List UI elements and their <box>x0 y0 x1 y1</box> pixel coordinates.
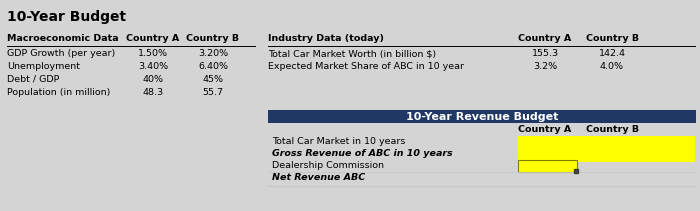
Text: 4.0%: 4.0% <box>600 62 624 71</box>
Text: 6.40%: 6.40% <box>198 62 228 71</box>
Text: Country B: Country B <box>585 125 638 134</box>
Text: 55.7: 55.7 <box>202 88 223 97</box>
Text: Macroeconomic Data: Macroeconomic Data <box>7 34 118 43</box>
Text: 142.4: 142.4 <box>598 49 626 58</box>
Text: Debt / GDP: Debt / GDP <box>7 75 60 84</box>
Text: 3.20%: 3.20% <box>198 49 228 58</box>
Bar <box>268 110 696 123</box>
Text: 3.2%: 3.2% <box>533 62 557 71</box>
Text: Country A: Country A <box>519 125 572 134</box>
Text: Country B: Country B <box>585 34 638 43</box>
Text: Population (in million): Population (in million) <box>7 88 111 97</box>
Text: 10-Year Budget: 10-Year Budget <box>7 10 126 24</box>
Text: Net Revenue ABC: Net Revenue ABC <box>272 173 365 182</box>
Text: Gross Revenue of ABC in 10 years: Gross Revenue of ABC in 10 years <box>272 149 453 158</box>
Bar <box>518 160 577 172</box>
Text: 3.40%: 3.40% <box>138 62 168 71</box>
Text: Expected Market Share of ABC in 10 year: Expected Market Share of ABC in 10 year <box>268 62 464 71</box>
Text: 45%: 45% <box>202 75 223 84</box>
Text: Dealership Commission: Dealership Commission <box>272 161 384 170</box>
Text: Country A: Country A <box>127 34 180 43</box>
Text: 155.3: 155.3 <box>531 49 559 58</box>
Text: 48.3: 48.3 <box>142 88 164 97</box>
Text: Total Car Market in 10 years: Total Car Market in 10 years <box>272 137 405 146</box>
Text: Country A: Country A <box>519 34 572 43</box>
Text: 1.50%: 1.50% <box>138 49 168 58</box>
Text: GDP Growth (per year): GDP Growth (per year) <box>7 49 116 58</box>
Text: Country B: Country B <box>186 34 239 43</box>
Text: Unemployment: Unemployment <box>7 62 80 71</box>
Text: Total Car Market Worth (in billion $): Total Car Market Worth (in billion $) <box>268 49 436 58</box>
Text: 10-Year Revenue Budget: 10-Year Revenue Budget <box>406 111 558 122</box>
Text: 40%: 40% <box>143 75 164 84</box>
Bar <box>518 136 695 162</box>
Text: Industry Data (today): Industry Data (today) <box>268 34 384 43</box>
